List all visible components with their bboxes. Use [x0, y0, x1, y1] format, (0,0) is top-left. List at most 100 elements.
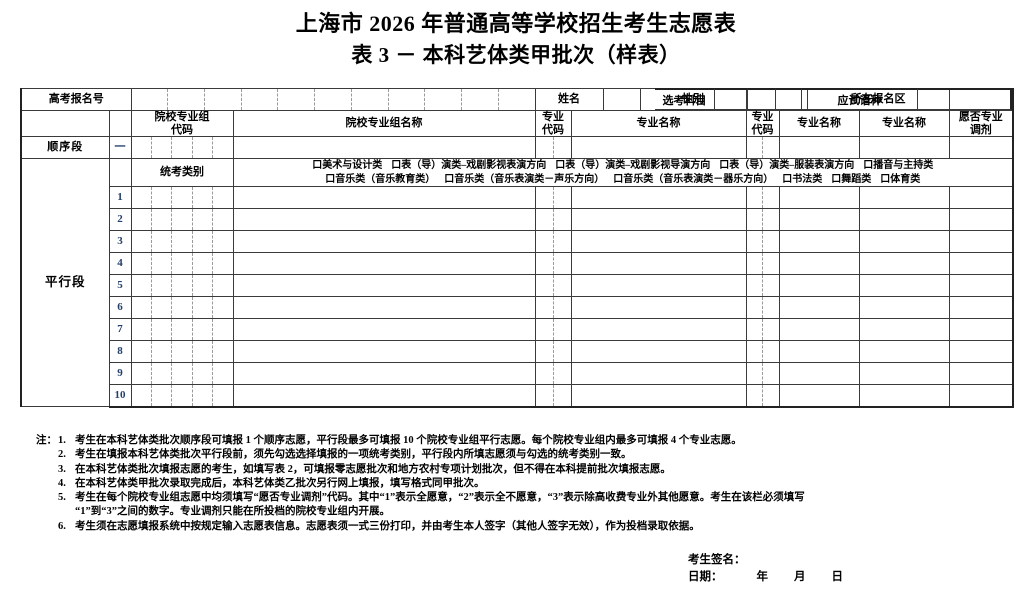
- major2-code-field[interactable]: [745, 230, 780, 254]
- major1-name-field[interactable]: [570, 252, 747, 276]
- gender-field[interactable]: [745, 88, 808, 111]
- major1-code-field[interactable]: [534, 318, 572, 342]
- major1-name-field[interactable]: [570, 274, 747, 298]
- category-option-dance[interactable]: 口舞蹈类: [831, 173, 872, 185]
- seq-group-code-field[interactable]: [130, 136, 234, 160]
- category-option-music-vocal[interactable]: 口音乐类（音乐表演类－声乐方向）: [444, 173, 605, 185]
- major1-name-field[interactable]: [570, 384, 747, 408]
- exam-id-field[interactable]: [130, 88, 536, 111]
- major2-name-field[interactable]: [778, 230, 860, 254]
- major3-name-field[interactable]: [858, 230, 950, 254]
- category-option-fashion-performance[interactable]: 口表（导）演类–服装表演方向: [719, 160, 855, 172]
- major3-name-field[interactable]: [858, 318, 950, 342]
- major1-name-field[interactable]: [570, 296, 747, 320]
- major2-name-field[interactable]: [778, 208, 860, 232]
- major3-name-field[interactable]: [858, 362, 950, 386]
- major1-name-field[interactable]: [570, 318, 747, 342]
- major3-name-field[interactable]: [858, 296, 950, 320]
- category-option-drama-directing[interactable]: 口表（导）演类–戏剧影视导演方向: [555, 160, 711, 172]
- major2-code-field[interactable]: [745, 340, 780, 364]
- major1-code-field[interactable]: [534, 252, 572, 276]
- category-option-calligraphy[interactable]: 口书法类: [782, 173, 823, 185]
- group-name-field[interactable]: [232, 252, 536, 276]
- major3-name-field[interactable]: [858, 252, 950, 276]
- group-name-field[interactable]: [232, 318, 536, 342]
- adjust-field[interactable]: [948, 252, 1015, 276]
- major1-name-field[interactable]: [570, 340, 747, 364]
- seq-major2-name-field[interactable]: [778, 136, 860, 160]
- seq-major3-name-field[interactable]: [858, 136, 950, 160]
- major1-code-field[interactable]: [534, 186, 572, 210]
- group-code-field[interactable]: [130, 208, 234, 232]
- major1-name-field[interactable]: [570, 230, 747, 254]
- adjust-field[interactable]: [948, 340, 1015, 364]
- major3-name-field[interactable]: [858, 340, 950, 364]
- category-checkbox-group[interactable]: 口美术与设计类 口表（导）演类–戏剧影视表演方向 口表（导）演类–戏剧影视导演方向口…: [232, 158, 1015, 188]
- major1-code-field[interactable]: [534, 362, 572, 386]
- name-field[interactable]: [602, 88, 641, 111]
- category-option-sports[interactable]: 口体育类: [880, 173, 921, 185]
- group-code-field[interactable]: [130, 362, 234, 386]
- category-option-broadcasting[interactable]: 口播音与主持类: [863, 160, 934, 172]
- major3-name-field[interactable]: [858, 274, 950, 298]
- major2-code-field[interactable]: [745, 252, 780, 276]
- major2-name-field[interactable]: [778, 384, 860, 408]
- major2-code-field[interactable]: [745, 296, 780, 320]
- group-code-field[interactable]: [130, 186, 234, 210]
- group-code-field[interactable]: [130, 318, 234, 342]
- major2-code-field[interactable]: [745, 208, 780, 232]
- adjust-field[interactable]: [948, 362, 1015, 386]
- major1-code-field[interactable]: [534, 384, 572, 408]
- major2-code-field[interactable]: [745, 186, 780, 210]
- group-code-field[interactable]: [130, 252, 234, 276]
- adjust-field[interactable]: [948, 230, 1015, 254]
- major3-name-field[interactable]: [858, 186, 950, 210]
- category-option-drama-acting[interactable]: 口表（导）演类–戏剧影视表演方向: [391, 160, 547, 172]
- major2-name-field[interactable]: [778, 318, 860, 342]
- major2-code-field[interactable]: [745, 274, 780, 298]
- major1-code-field[interactable]: [534, 230, 572, 254]
- group-code-field[interactable]: [130, 384, 234, 408]
- major2-name-field[interactable]: [778, 186, 860, 210]
- adjust-field[interactable]: [948, 186, 1015, 210]
- group-name-field[interactable]: [232, 384, 536, 408]
- group-name-field[interactable]: [232, 362, 536, 386]
- group-code-field[interactable]: [130, 296, 234, 320]
- seq-group-name-field[interactable]: [232, 136, 536, 160]
- group-name-field[interactable]: [232, 230, 536, 254]
- group-name-field[interactable]: [232, 186, 536, 210]
- major2-name-field[interactable]: [778, 362, 860, 386]
- group-code-field[interactable]: [130, 274, 234, 298]
- adjust-field[interactable]: [948, 384, 1015, 408]
- category-option-music-instrumental[interactable]: 口音乐类（音乐表演类－器乐方向）: [613, 173, 774, 185]
- adjust-field[interactable]: [948, 318, 1015, 342]
- seq-major1-code-field[interactable]: [534, 136, 572, 160]
- group-name-field[interactable]: [232, 296, 536, 320]
- major1-name-field[interactable]: [570, 186, 747, 210]
- major3-name-field[interactable]: [858, 384, 950, 408]
- major2-name-field[interactable]: [778, 274, 860, 298]
- major2-name-field[interactable]: [778, 252, 860, 276]
- major2-code-field[interactable]: [745, 384, 780, 408]
- group-code-field[interactable]: [130, 340, 234, 364]
- major1-name-field[interactable]: [570, 208, 747, 232]
- major1-code-field[interactable]: [534, 274, 572, 298]
- category-option-art-design[interactable]: 口美术与设计类: [312, 160, 383, 172]
- group-code-field[interactable]: [130, 230, 234, 254]
- major1-name-field[interactable]: [570, 362, 747, 386]
- group-name-field[interactable]: [232, 208, 536, 232]
- major3-name-field[interactable]: [858, 208, 950, 232]
- group-name-field[interactable]: [232, 274, 536, 298]
- adjust-field[interactable]: [948, 208, 1015, 232]
- district-field[interactable]: [948, 88, 1015, 111]
- seq-major2-code-field[interactable]: [745, 136, 780, 160]
- group-name-field[interactable]: [232, 340, 536, 364]
- major1-code-field[interactable]: [534, 208, 572, 232]
- seq-major1-name-field[interactable]: [570, 136, 747, 160]
- major2-code-field[interactable]: [745, 362, 780, 386]
- major2-name-field[interactable]: [778, 340, 860, 364]
- seq-adjust-field[interactable]: [948, 136, 1015, 160]
- major1-code-field[interactable]: [534, 296, 572, 320]
- adjust-field[interactable]: [948, 274, 1015, 298]
- adjust-field[interactable]: [948, 296, 1015, 320]
